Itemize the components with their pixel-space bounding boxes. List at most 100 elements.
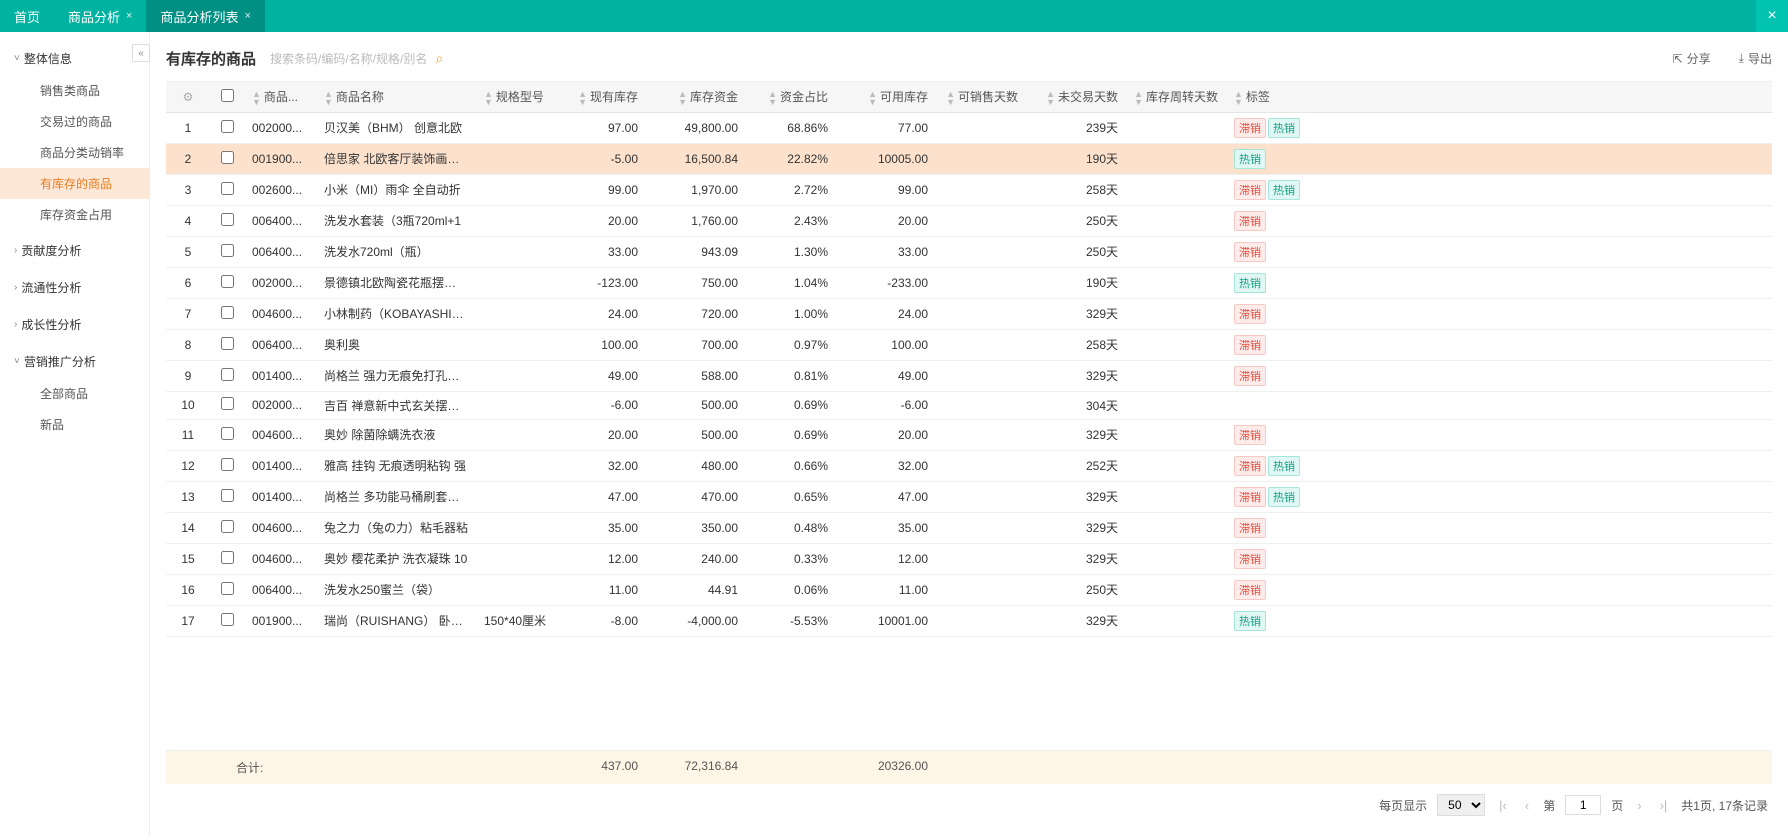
table-row[interactable]: 13001400...尚格兰 多功能马桶刷套装 带47.00470.000.65…	[166, 481, 1772, 512]
nav-item[interactable]: 有库存的商品	[0, 168, 149, 199]
prev-page-button[interactable]: ‹	[1521, 798, 1533, 813]
tag: 热销	[1234, 149, 1266, 169]
column-header[interactable]: ▲▼商品...	[244, 82, 316, 112]
table-row[interactable]: 7004600...小林制药（KOBAYASHI）E24.00720.001.0…	[166, 298, 1772, 329]
share-button[interactable]: ⇱分享	[1673, 50, 1711, 67]
main-content: 有库存的商品 搜索条码/编码/名称/规格/别名⌕ ⇱分享 ⤓导出 ⚙ ▲▼商品..…	[150, 32, 1788, 836]
column-header[interactable]: ▲▼库存资金	[646, 82, 746, 112]
row-checkbox[interactable]	[221, 551, 234, 564]
row-checkbox[interactable]	[221, 613, 234, 626]
table-row[interactable]: 12001400...雅高 挂钩 无痕透明粘钩 强32.00480.000.66…	[166, 450, 1772, 481]
table-row[interactable]: 6002000...景德镇北欧陶瓷花瓶摆件 优-123.00750.001.04…	[166, 267, 1772, 298]
table-row[interactable]: 4006400...洗发水套装（3瓶720ml+120.001,760.002.…	[166, 205, 1772, 236]
tag: 滞销	[1234, 518, 1266, 538]
row-checkbox[interactable]	[221, 275, 234, 288]
tab-bar: 首页 商品分析× 商品分析列表× ×	[0, 0, 1788, 32]
table-row[interactable]: 17001900...瑞尚（RUISHANG） 卧室地150*40厘米-8.00…	[166, 605, 1772, 636]
row-checkbox[interactable]	[221, 337, 234, 350]
table-row[interactable]: 3002600...小米（MI）雨伞 全自动折99.001,970.002.72…	[166, 174, 1772, 205]
nav-group-title[interactable]: ˅整体信息	[0, 42, 149, 75]
tag: 滞销	[1234, 242, 1266, 262]
row-checkbox[interactable]	[221, 397, 234, 410]
table-row[interactable]: 14004600...兔之力（兔の力）粘毛器粘35.00350.000.48%3…	[166, 512, 1772, 543]
tag: 热销	[1268, 456, 1300, 476]
table-row[interactable]: 5006400...洗发水720ml（瓶）33.00943.091.30%33.…	[166, 236, 1772, 267]
table-row[interactable]: 15004600...奥妙 樱花柔护 洗衣凝珠 1012.00240.000.3…	[166, 543, 1772, 574]
column-header[interactable]: ▲▼可用库存	[836, 82, 936, 112]
close-icon[interactable]: ×	[126, 10, 132, 22]
column-header[interactable]: ▲▼现有库存	[556, 82, 646, 112]
search-icon[interactable]: ⌕	[435, 50, 443, 66]
tag: 滞销	[1234, 456, 1266, 476]
next-page-button[interactable]: ›	[1633, 798, 1645, 813]
column-header[interactable]: ▲▼库存周转天数	[1126, 82, 1226, 112]
page-title: 有库存的商品	[166, 48, 256, 69]
nav-item[interactable]: 库存资金占用	[0, 199, 149, 230]
row-checkbox[interactable]	[221, 120, 234, 133]
column-header[interactable]: ▲▼商品名称	[316, 82, 476, 112]
column-header[interactable]: ▲▼规格型号	[476, 82, 556, 112]
table-row[interactable]: 10002000...吉百 禅意新中式玄关摆件客-6.00500.000.69%…	[166, 391, 1772, 419]
tag: 滞销	[1234, 180, 1266, 200]
page-header: 有库存的商品 搜索条码/编码/名称/规格/别名⌕ ⇱分享 ⤓导出	[166, 42, 1772, 81]
tab-product-analysis[interactable]: 商品分析×	[54, 0, 146, 32]
tag: 滞销	[1234, 366, 1266, 386]
row-checkbox[interactable]	[221, 368, 234, 381]
row-checkbox[interactable]	[221, 458, 234, 471]
row-checkbox[interactable]	[221, 213, 234, 226]
nav-item[interactable]: 全部商品	[0, 378, 149, 409]
page-summary: 共1页, 17条记录	[1681, 797, 1768, 814]
table-row[interactable]: 8006400...奥利奥100.00700.000.97%100.00258天…	[166, 329, 1772, 360]
tag: 热销	[1268, 487, 1300, 507]
close-icon[interactable]: ×	[244, 10, 250, 22]
tab-product-analysis-list[interactable]: 商品分析列表×	[146, 0, 264, 32]
column-header[interactable]	[210, 82, 244, 112]
nav-item[interactable]: 新品	[0, 409, 149, 440]
nav-item[interactable]: 商品分类动销率	[0, 137, 149, 168]
column-header[interactable]: ▲▼未交易天数	[1026, 82, 1126, 112]
tag: 滞销	[1234, 580, 1266, 600]
row-checkbox[interactable]	[221, 151, 234, 164]
row-checkbox[interactable]	[221, 427, 234, 440]
tab-home[interactable]: 首页	[0, 0, 54, 32]
table-row[interactable]: 1002000...贝汉美（BHM） 创意北欧97.0049,800.0068.…	[166, 112, 1772, 143]
select-all-checkbox[interactable]	[221, 89, 234, 102]
per-page-label: 每页显示	[1379, 797, 1427, 814]
tag: 滞销	[1234, 425, 1266, 445]
row-checkbox[interactable]	[221, 306, 234, 319]
tag: 滞销	[1234, 335, 1266, 355]
row-checkbox[interactable]	[221, 520, 234, 533]
close-all-tabs-button[interactable]: ×	[1756, 0, 1788, 32]
nav-group-title[interactable]: ›流通性分析	[0, 271, 149, 304]
tag: 热销	[1268, 180, 1300, 200]
column-header[interactable]: ▲▼可销售天数	[936, 82, 1026, 112]
first-page-button[interactable]: |‹	[1495, 798, 1511, 813]
page-input[interactable]	[1565, 795, 1601, 815]
gear-icon[interactable]: ⚙	[183, 90, 194, 104]
export-button[interactable]: ⤓导出	[1739, 50, 1772, 67]
table-row[interactable]: 16006400...洗发水250蜜兰（袋）11.0044.910.06%11.…	[166, 574, 1772, 605]
table-row[interactable]: 9001400...尚格兰 强力无痕免打孔浴室49.00588.000.81%4…	[166, 360, 1772, 391]
table-row[interactable]: 11004600...奥妙 除菌除螨洗衣液20.00500.000.69%20.…	[166, 419, 1772, 450]
search-input[interactable]: 搜索条码/编码/名称/规格/别名⌕	[270, 50, 443, 67]
column-header[interactable]: ⚙	[166, 82, 210, 112]
tag: 热销	[1268, 118, 1300, 138]
nav-group-title[interactable]: ›贡献度分析	[0, 234, 149, 267]
table-row[interactable]: 2001900...倍思家 北欧客厅装饰画卧室-5.0016,500.8422.…	[166, 143, 1772, 174]
data-table: ⚙▲▼商品...▲▼商品名称▲▼规格型号▲▼现有库存▲▼库存资金▲▼资金占比▲▼…	[166, 82, 1772, 637]
nav-group-title[interactable]: ›成长性分析	[0, 308, 149, 341]
totals-row: 合计: 437.00 72,316.84 20326.00	[166, 750, 1772, 784]
nav-group-title[interactable]: ˅营销推广分析	[0, 345, 149, 378]
row-checkbox[interactable]	[221, 582, 234, 595]
nav-item[interactable]: 交易过的商品	[0, 106, 149, 137]
last-page-button[interactable]: ›|	[1656, 798, 1672, 813]
row-checkbox[interactable]	[221, 182, 234, 195]
row-checkbox[interactable]	[221, 244, 234, 257]
per-page-select[interactable]: 50	[1437, 794, 1485, 816]
pagination: 每页显示 50 |‹ ‹ 第 页 › ›| 共1页, 17条记录	[166, 784, 1772, 826]
row-checkbox[interactable]	[221, 489, 234, 502]
column-header[interactable]: ▲▼资金占比	[746, 82, 836, 112]
collapse-sidebar-button[interactable]: «	[132, 44, 150, 62]
column-header[interactable]: ▲▼标签	[1226, 82, 1772, 112]
nav-item[interactable]: 销售类商品	[0, 75, 149, 106]
